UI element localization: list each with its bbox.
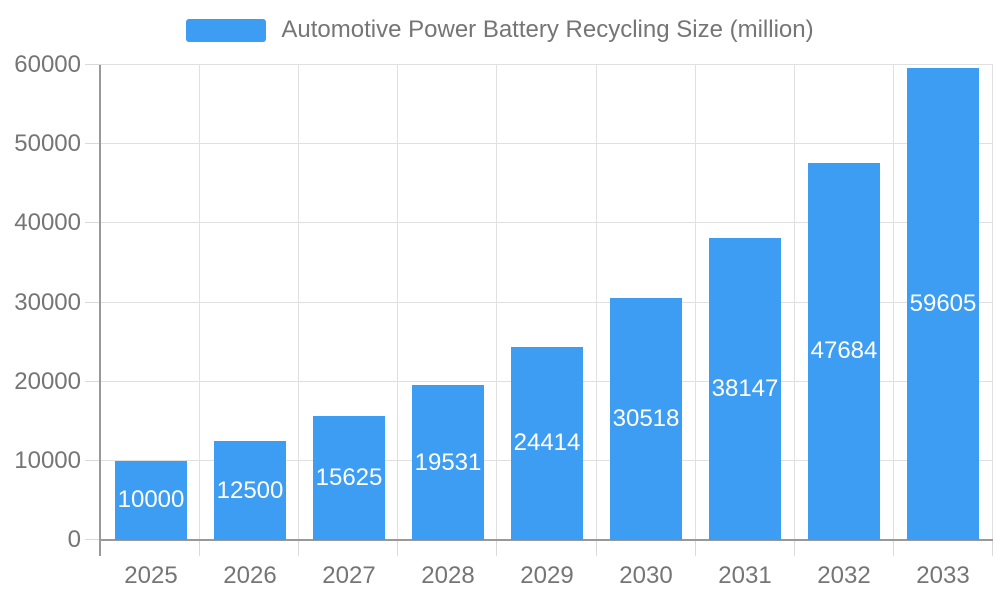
- x-axis-tick: [794, 540, 795, 556]
- bar-2032[interactable]: [808, 163, 880, 540]
- y-axis-label: 10000: [14, 447, 81, 474]
- y-gridline: [101, 64, 993, 65]
- bar-2029[interactable]: [511, 347, 583, 540]
- bar-2033[interactable]: [907, 68, 979, 540]
- y-axis-tick: [85, 143, 101, 144]
- y-axis-label: 20000: [14, 368, 81, 395]
- x-axis-label-2028: 2028: [421, 562, 475, 589]
- x-axis-label-2033: 2033: [916, 562, 970, 589]
- y-gridline: [101, 302, 993, 303]
- y-axis-label: 40000: [14, 209, 81, 236]
- x-gridline: [893, 65, 894, 540]
- x-axis-label-2026: 2026: [223, 562, 277, 589]
- y-axis-tick: [85, 302, 101, 303]
- y-axis-tick: [85, 64, 101, 65]
- x-axis-tick: [199, 540, 200, 556]
- x-gridline: [397, 65, 398, 540]
- x-axis-tick: [298, 540, 299, 556]
- y-axis-label: 60000: [14, 51, 81, 78]
- bar-2025[interactable]: [115, 461, 187, 540]
- x-gridline: [695, 65, 696, 540]
- x-axis-tick: [893, 540, 894, 556]
- x-axis-tick: [992, 540, 993, 556]
- bar-2027[interactable]: [313, 416, 385, 540]
- y-axis-tick: [85, 460, 101, 461]
- x-axis-tick: [496, 540, 497, 556]
- legend-item[interactable]: Automotive Power Battery Recycling Size …: [0, 16, 1000, 44]
- x-gridline: [992, 65, 993, 540]
- y-axis-label: 0: [67, 526, 81, 553]
- x-axis-tick: [397, 540, 398, 556]
- x-axis-label-2029: 2029: [520, 562, 574, 589]
- x-axis-tick: [695, 540, 696, 556]
- legend-label: Automotive Power Battery Recycling Size …: [281, 16, 814, 43]
- y-axis-label: 30000: [14, 289, 81, 316]
- y-axis-line: [99, 65, 101, 556]
- bar-2026[interactable]: [214, 441, 286, 540]
- x-gridline: [496, 65, 497, 540]
- bar-2030[interactable]: [610, 298, 682, 540]
- x-gridline: [794, 65, 795, 540]
- x-axis-line: [99, 539, 993, 541]
- y-axis-tick: [85, 222, 101, 223]
- y-gridline: [101, 143, 993, 144]
- x-axis-label-2027: 2027: [322, 562, 376, 589]
- y-axis-tick: [85, 381, 101, 382]
- bar-2031[interactable]: [709, 238, 781, 540]
- legend-swatch: [186, 18, 267, 42]
- x-axis-tick: [596, 540, 597, 556]
- x-gridline: [199, 65, 200, 540]
- x-axis-label-2031: 2031: [718, 562, 772, 589]
- y-axis-tick: [85, 539, 101, 540]
- y-axis-label: 50000: [14, 130, 81, 157]
- x-axis-label-2032: 2032: [817, 562, 871, 589]
- x-axis-label-2025: 2025: [124, 562, 178, 589]
- x-axis-label-2030: 2030: [619, 562, 673, 589]
- x-gridline: [298, 65, 299, 540]
- x-gridline: [596, 65, 597, 540]
- y-gridline: [101, 222, 993, 223]
- bar-2028[interactable]: [412, 385, 484, 540]
